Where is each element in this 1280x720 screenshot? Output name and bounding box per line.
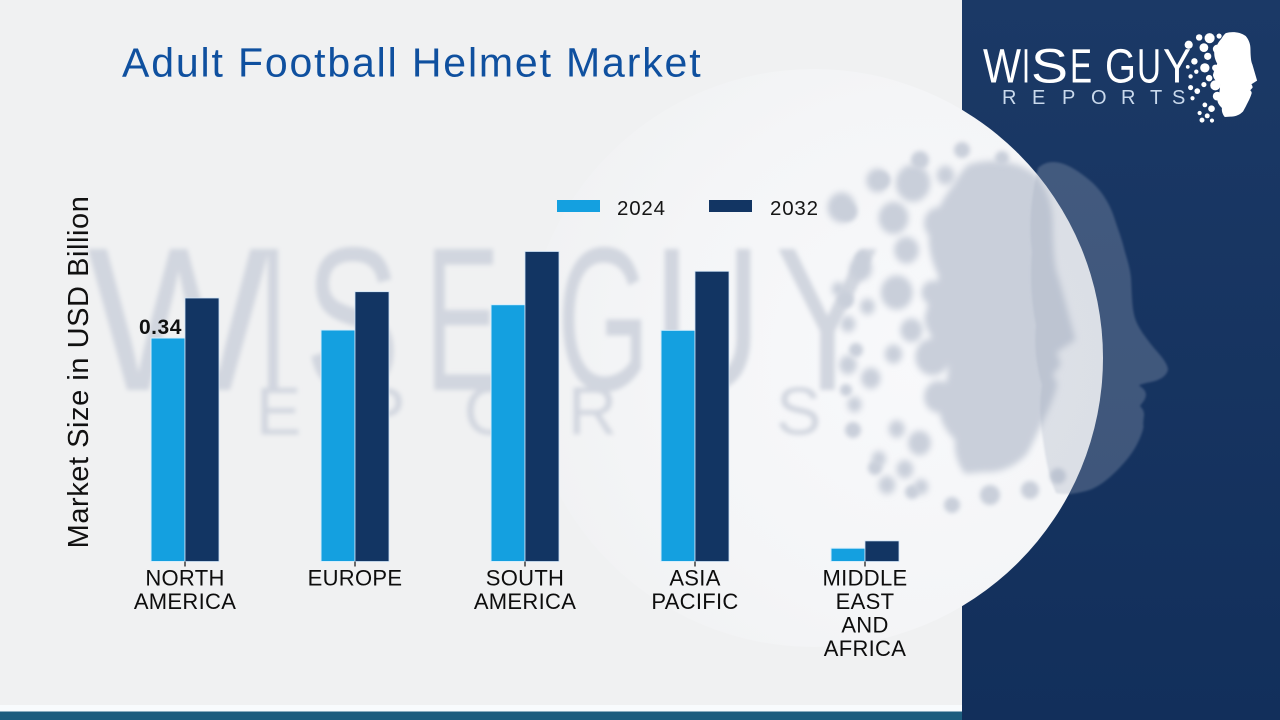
svg-text:2024: 2024 — [617, 197, 666, 220]
svg-text:G: G — [557, 205, 650, 434]
svg-text:U: U — [1137, 41, 1161, 94]
svg-text:E: E — [1070, 41, 1092, 94]
svg-text:0.34: 0.34 — [139, 316, 182, 339]
svg-text:SOUTH: SOUTH — [486, 566, 565, 591]
svg-text:EAST: EAST — [836, 589, 895, 614]
svg-text:G: G — [1105, 41, 1136, 94]
svg-text:PACIFIC: PACIFIC — [651, 589, 738, 614]
svg-text:E: E — [425, 205, 500, 434]
svg-text:I: I — [258, 205, 288, 434]
svg-text:Adult Football Helmet Market: Adult Football Helmet Market — [122, 40, 702, 86]
svg-text:AMERICA: AMERICA — [134, 589, 236, 614]
svg-text:AFRICA: AFRICA — [824, 636, 906, 661]
svg-text:AMERICA: AMERICA — [474, 589, 576, 614]
svg-text:I: I — [1022, 41, 1030, 94]
svg-text:S: S — [1031, 41, 1068, 94]
svg-text:ASIA: ASIA — [669, 566, 720, 591]
svg-text:Y: Y — [775, 205, 880, 434]
svg-text:MIDDLE: MIDDLE — [823, 566, 908, 591]
svg-text:NORTH: NORTH — [145, 566, 224, 591]
svg-text:AND: AND — [841, 613, 888, 638]
svg-text:W: W — [983, 41, 1022, 94]
svg-text:Market Size in USD Billion: Market Size in USD Billion — [63, 196, 95, 549]
svg-text:2032: 2032 — [770, 197, 819, 220]
svg-text:EUROPE: EUROPE — [308, 566, 403, 591]
